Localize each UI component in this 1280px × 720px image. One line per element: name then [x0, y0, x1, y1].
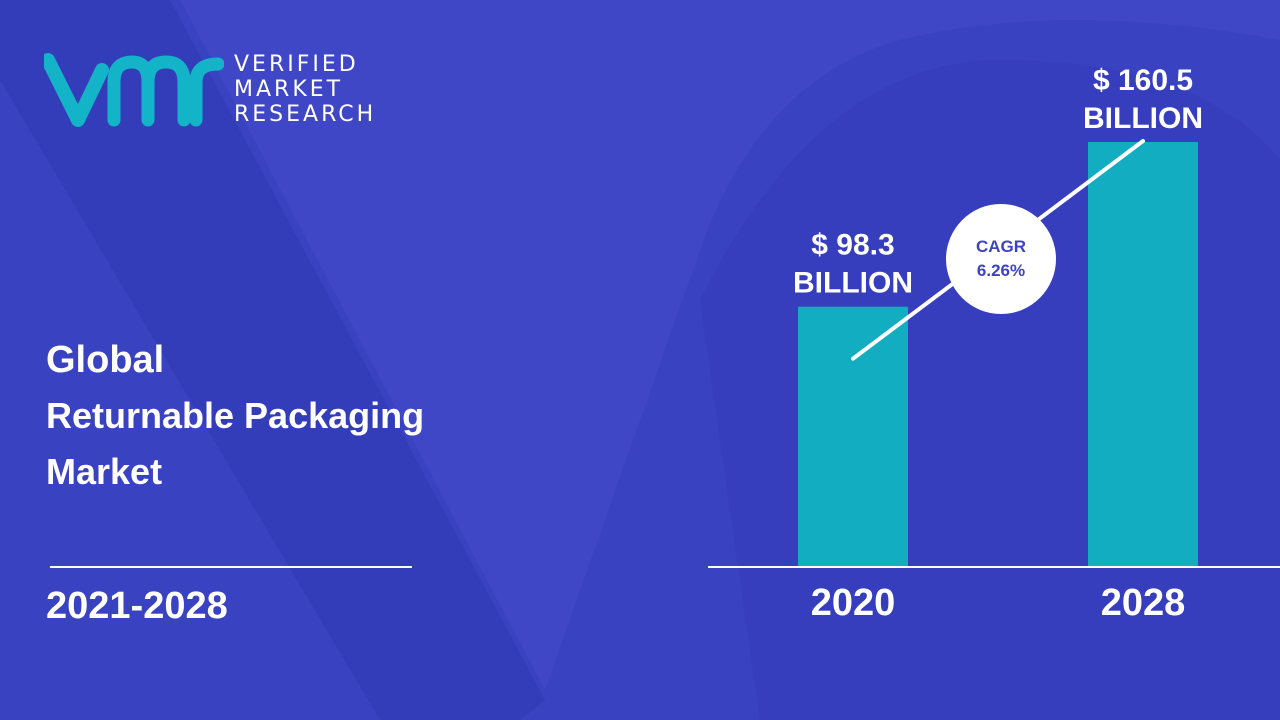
title-line-3: Market — [46, 451, 163, 492]
cagr-label: CAGR — [975, 237, 1027, 256]
bar-value-label-2020-2: BILLION — [793, 267, 913, 300]
forecast-period: 2021-2028 — [46, 585, 228, 627]
cagr-badge: CAGR 6.26% — [946, 204, 1056, 314]
bar-value-label-2020-1: $ 98.3 — [811, 229, 894, 262]
brand-line-research: RESEARCH — [234, 102, 377, 127]
x-tick-label-2020: 2020 — [811, 582, 896, 624]
cagr-value: 6.26% — [976, 261, 1026, 280]
title-line-2: Returnable Packaging — [46, 395, 425, 436]
bar-value-label-2028-1: $ 160.5 — [1093, 64, 1193, 97]
vmr-logo-icon — [44, 53, 224, 127]
background-left-band — [0, 0, 545, 720]
brand-line-market: MARKET — [234, 77, 344, 102]
report-title: Global Returnable Packaging Market — [46, 332, 424, 500]
title-divider — [50, 566, 412, 568]
bar-2028 — [1088, 142, 1198, 567]
bar-2020 — [798, 306, 908, 567]
brand-line-verified: VERIFIED — [234, 52, 359, 77]
x-tick-label-2028: 2028 — [1101, 582, 1186, 624]
brand-name: VERIFIED MARKET RESEARCH — [234, 52, 376, 127]
bar-value-label-2028-2: BILLION — [1083, 102, 1203, 135]
title-line-1: Global — [46, 339, 165, 381]
